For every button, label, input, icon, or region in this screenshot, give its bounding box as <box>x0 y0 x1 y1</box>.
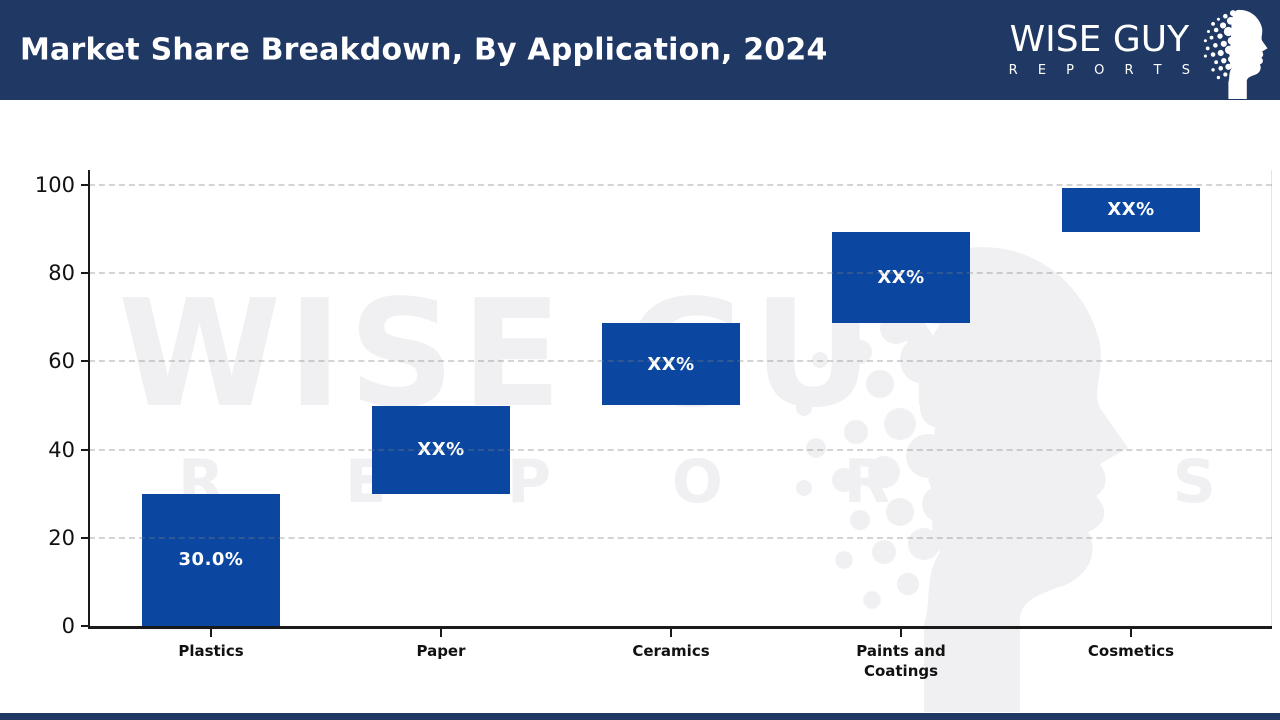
y-tick-mark <box>81 360 89 363</box>
y-tick-mark <box>81 536 89 539</box>
y-grid-line <box>89 536 1272 539</box>
bar-value-label: XX% <box>417 439 465 461</box>
x-tick-label: Cosmetics <box>1087 642 1175 660</box>
x-tick-mark <box>670 629 672 637</box>
x-tick-label: Paints and Coatings <box>856 642 946 681</box>
bar-segment: 30.0% <box>142 493 280 626</box>
x-tick-mark <box>440 629 442 637</box>
y-tick-label: 80 <box>48 261 75 286</box>
x-axis-line <box>89 626 1272 629</box>
y-tick-mark <box>81 272 89 275</box>
y-tick-label: 20 <box>48 525 75 550</box>
bar-value-label: XX% <box>877 267 925 289</box>
logo-subtext: R E P O R T S <box>1008 63 1198 78</box>
y-axis-line <box>88 170 90 629</box>
y-grid-line <box>89 448 1272 451</box>
x-tick-mark <box>210 629 212 637</box>
bar-value-label: XX% <box>647 353 695 375</box>
y-tick-mark <box>81 184 89 186</box>
logo-text: WISE GUY R E P O R T S <box>1001 19 1198 79</box>
x-tick-label: Paper <box>416 642 466 660</box>
bar-segment: XX% <box>372 405 510 494</box>
wise-guy-logo: WISE GUY R E P O R T S <box>1009 4 1274 99</box>
x-tick-mark <box>1130 629 1132 637</box>
dotted-head-icon <box>1203 9 1268 99</box>
bar-segment: XX% <box>602 323 740 406</box>
y-tick-label: 100 <box>34 173 75 197</box>
bar-segment: XX% <box>1062 187 1200 232</box>
y-tick-label: 40 <box>48 437 75 462</box>
y-grid-line <box>89 360 1272 363</box>
y-tick-label: 0 <box>61 614 75 638</box>
page-title: Market Share Breakdown, By Application, … <box>20 32 828 68</box>
y-tick-mark <box>81 448 89 451</box>
y-tick-label: 60 <box>48 349 75 374</box>
y-grid-line <box>89 272 1272 275</box>
bar-value-label: 30.0% <box>178 549 244 571</box>
x-tick-mark <box>900 629 902 637</box>
footer-bar <box>0 713 1280 720</box>
chart-area: WISE GUY R E P O R T S 0 20 40 60 80 100 30.0%… <box>0 100 1280 713</box>
bar-segment: XX% <box>832 231 970 324</box>
y-grid-line <box>89 184 1272 186</box>
x-tick-label: Ceramics <box>632 642 710 660</box>
bar-value-label: XX% <box>1107 199 1155 221</box>
plot-right-border <box>1271 170 1272 626</box>
x-tick-label: Plastics <box>178 642 244 660</box>
y-tick-mark <box>81 625 89 627</box>
header-bar: Market Share Breakdown, By Application, … <box>0 0 1280 100</box>
logo-wordmark: WISE GUY <box>1009 19 1190 60</box>
